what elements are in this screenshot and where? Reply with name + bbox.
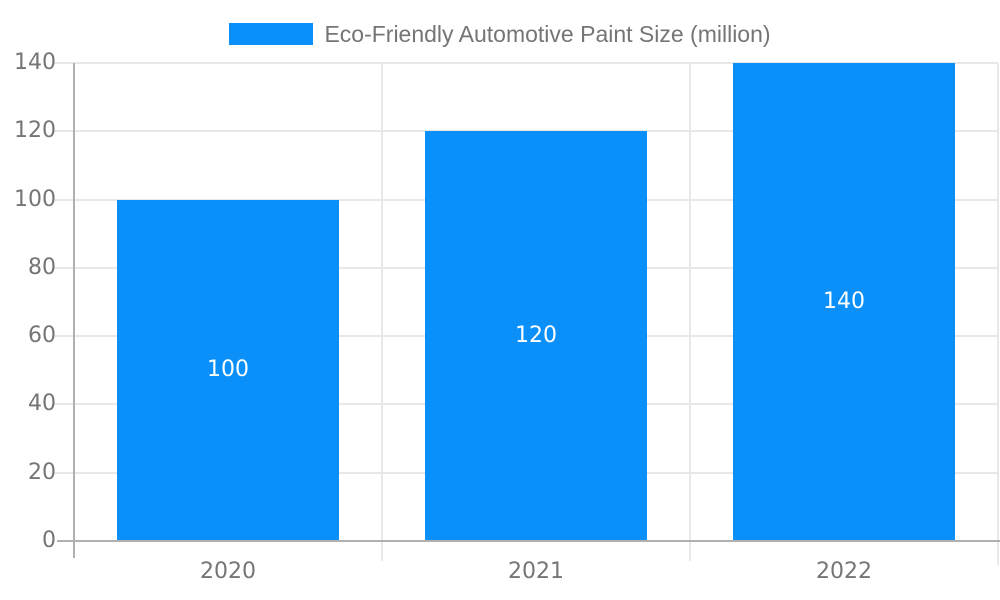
y-tick-label: 100 bbox=[14, 186, 56, 212]
x-axis-line bbox=[57, 540, 1000, 542]
category-boundary-line bbox=[689, 63, 691, 541]
y-tick-label: 20 bbox=[28, 459, 56, 485]
category-boundary-line bbox=[381, 63, 383, 541]
bar bbox=[117, 199, 339, 541]
bar-value-label: 100 bbox=[206, 357, 249, 383]
y-tick-label: 120 bbox=[14, 118, 56, 144]
axis-tick bbox=[381, 541, 383, 561]
category-boundary-line bbox=[997, 63, 999, 541]
y-axis-line bbox=[73, 63, 75, 558]
axis-tick bbox=[689, 541, 691, 561]
legend-swatch bbox=[229, 23, 314, 45]
x-tick-label: 2020 bbox=[200, 559, 256, 584]
y-tick-label: 140 bbox=[14, 50, 56, 75]
plot-area: 100 120 140 bbox=[53, 62, 999, 565]
legend-label: Eco-Friendly Automotive Paint Size (mill… bbox=[324, 20, 771, 47]
bar-value-label: 140 bbox=[822, 289, 865, 314]
y-tick-label: 80 bbox=[28, 254, 56, 280]
x-tick-label: 2022 bbox=[816, 559, 872, 584]
y-tick-label: 60 bbox=[28, 323, 56, 349]
bar-value-label: 120 bbox=[514, 323, 557, 349]
legend: Eco-Friendly Automotive Paint Size (mill… bbox=[0, 20, 1000, 48]
gridline bbox=[53, 62, 998, 64]
x-tick-label: 2021 bbox=[508, 559, 564, 584]
bar bbox=[425, 131, 647, 541]
y-tick-label: 40 bbox=[28, 391, 56, 417]
axis-tick bbox=[997, 541, 999, 565]
bar bbox=[733, 63, 955, 541]
y-tick-label: 0 bbox=[42, 528, 56, 553]
